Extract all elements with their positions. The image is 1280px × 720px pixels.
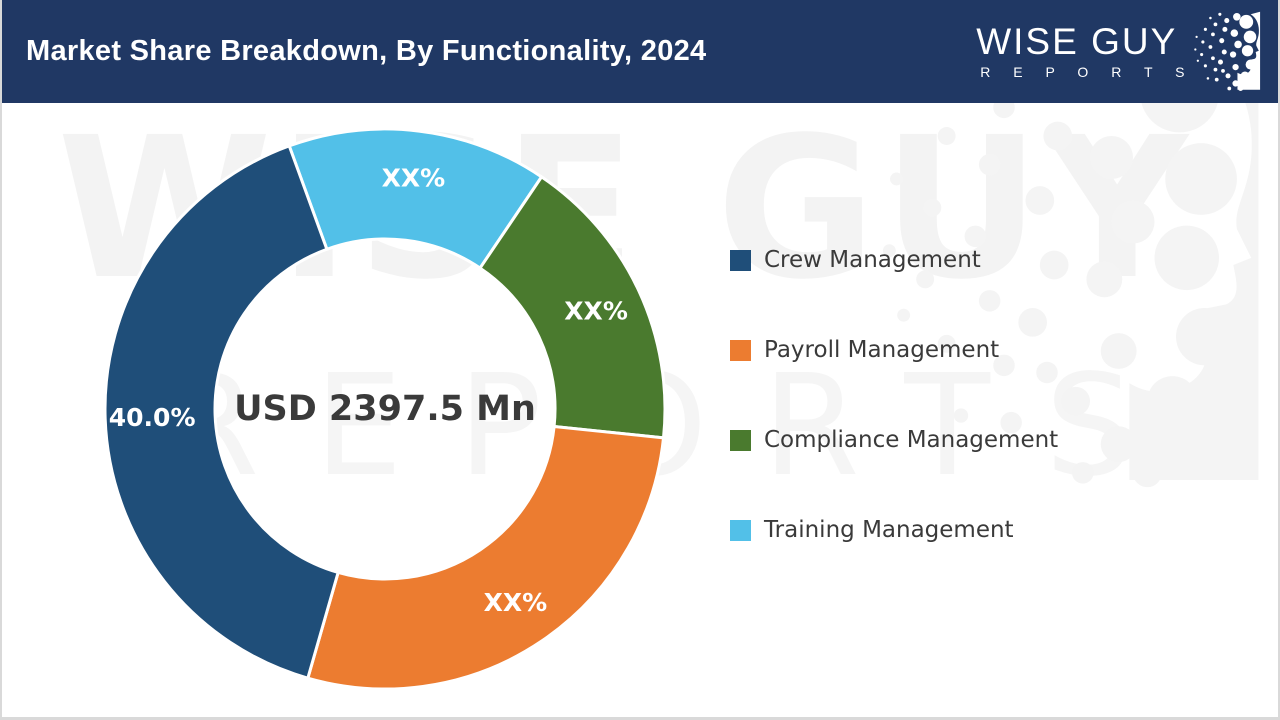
segment-label: XX%: [564, 296, 628, 325]
head-dot: [1100, 426, 1137, 463]
head-dot: [1239, 14, 1254, 29]
head-dot: [1230, 28, 1239, 37]
head-dot: [1227, 86, 1232, 90]
head-dot: [1233, 12, 1241, 21]
head-dot: [1025, 186, 1055, 215]
head-dot: [1039, 250, 1069, 280]
head-dot: [1218, 12, 1222, 16]
head-dot: [897, 308, 911, 322]
head-dot: [1209, 16, 1212, 19]
head-dot: [1090, 136, 1133, 179]
head-dot: [1061, 386, 1090, 416]
brand-name: WISE GUY: [976, 21, 1178, 62]
head-dot: [1203, 27, 1207, 31]
chart-legend: Crew Management Payroll Management Complia…: [730, 247, 1058, 607]
head-dot: [1229, 50, 1237, 58]
legend-item: Training Management: [730, 517, 1058, 543]
brand-tagline: R E P O R T S: [980, 64, 1194, 80]
header-bar: Market Share Breakdown, By Functionality…: [2, 0, 1278, 103]
head-profile: [1129, 35, 1259, 481]
head-dot: [1214, 77, 1219, 82]
head-dot: [1100, 333, 1137, 369]
head-dot: [1154, 225, 1219, 291]
head-dot: [1243, 30, 1257, 43]
chart-segment: [305, 424, 666, 691]
head-dot: [1203, 63, 1207, 67]
head-dot: [1217, 59, 1223, 65]
head-dot: [1208, 44, 1213, 49]
chart-segment: [103, 143, 340, 681]
head-dot: [1222, 26, 1228, 32]
legend-swatch: [730, 249, 751, 271]
head-dot: [953, 408, 969, 423]
head-dot: [882, 244, 896, 258]
brand-text: WISE GUY R E P O R T S: [976, 23, 1194, 80]
head-profile: [1237, 11, 1261, 90]
head-dot: [1072, 462, 1094, 484]
head-dot: [1195, 35, 1198, 38]
head-dot: [1211, 55, 1215, 60]
watermark-head-icon: [882, 35, 1259, 488]
legend-label: Crew Management: [764, 246, 981, 273]
page-title: Market Share Breakdown, By Functionality…: [26, 35, 707, 67]
head-dot: [978, 153, 1001, 176]
legend-item: Payroll Management: [730, 337, 1058, 363]
head-dot: [1200, 52, 1204, 56]
head-dot: [1225, 72, 1231, 78]
head-dot: [890, 172, 903, 186]
head-dot: [1165, 143, 1237, 215]
head-dot: [1036, 361, 1058, 384]
legend-swatch: [730, 429, 751, 451]
chart-segment: [477, 174, 667, 440]
head-dot: [1241, 44, 1254, 56]
head-dot: [964, 225, 987, 248]
legend-label: Compliance Management: [764, 426, 1059, 453]
segment-label: XX%: [382, 164, 446, 193]
head-dot: [993, 354, 1015, 377]
segment-label: 40.0%: [109, 403, 196, 432]
legend-item: Compliance Management: [730, 427, 1058, 453]
head-dot: [1213, 67, 1218, 71]
head-dot: [937, 127, 956, 145]
head-dot: [1194, 47, 1197, 51]
head-dot: [1018, 308, 1047, 337]
dot-head-icon: [1194, 11, 1261, 91]
legend-swatch: [730, 519, 751, 541]
legend-label: Training Management: [764, 516, 1014, 543]
legend-item: Crew Management: [730, 247, 1058, 273]
head-dot: [1043, 121, 1073, 151]
head-dot: [1213, 21, 1218, 26]
chart-center-value: USD 2397.5 Mn: [234, 389, 536, 429]
head-dot: [1221, 48, 1227, 55]
head-dot: [1201, 39, 1205, 44]
head-dot: [1196, 59, 1199, 62]
head-dot: [1111, 200, 1155, 244]
head-dot: [1211, 32, 1215, 36]
head-dot: [1086, 261, 1123, 298]
head-dot: [923, 198, 942, 217]
head-dot: [1232, 79, 1239, 87]
legend-label: Payroll Management: [764, 336, 1000, 363]
head-dot: [916, 270, 935, 289]
segment-label: XX%: [484, 588, 548, 617]
donut-chart: XX% XX% XX% 40.0%: [103, 127, 667, 691]
head-dot: [1221, 68, 1225, 73]
brand-logo: WISE GUY R E P O R T S: [976, 8, 1266, 96]
legend-swatch: [730, 339, 751, 361]
head-dot: [1000, 411, 1022, 434]
head-dot: [1219, 37, 1225, 43]
head-dot: [1224, 17, 1230, 23]
head-dot: [978, 290, 1001, 312]
head-dot: [937, 334, 956, 353]
head-dot: [1234, 40, 1242, 48]
head-dot: [1232, 63, 1239, 70]
head-dot: [1206, 76, 1210, 80]
